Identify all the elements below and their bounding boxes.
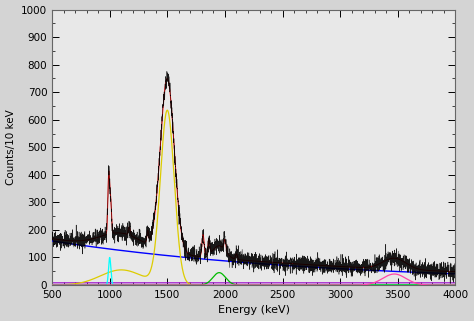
X-axis label: Energy (keV): Energy (keV) — [218, 306, 290, 316]
Y-axis label: Counts/10 keV: Counts/10 keV — [6, 109, 16, 185]
